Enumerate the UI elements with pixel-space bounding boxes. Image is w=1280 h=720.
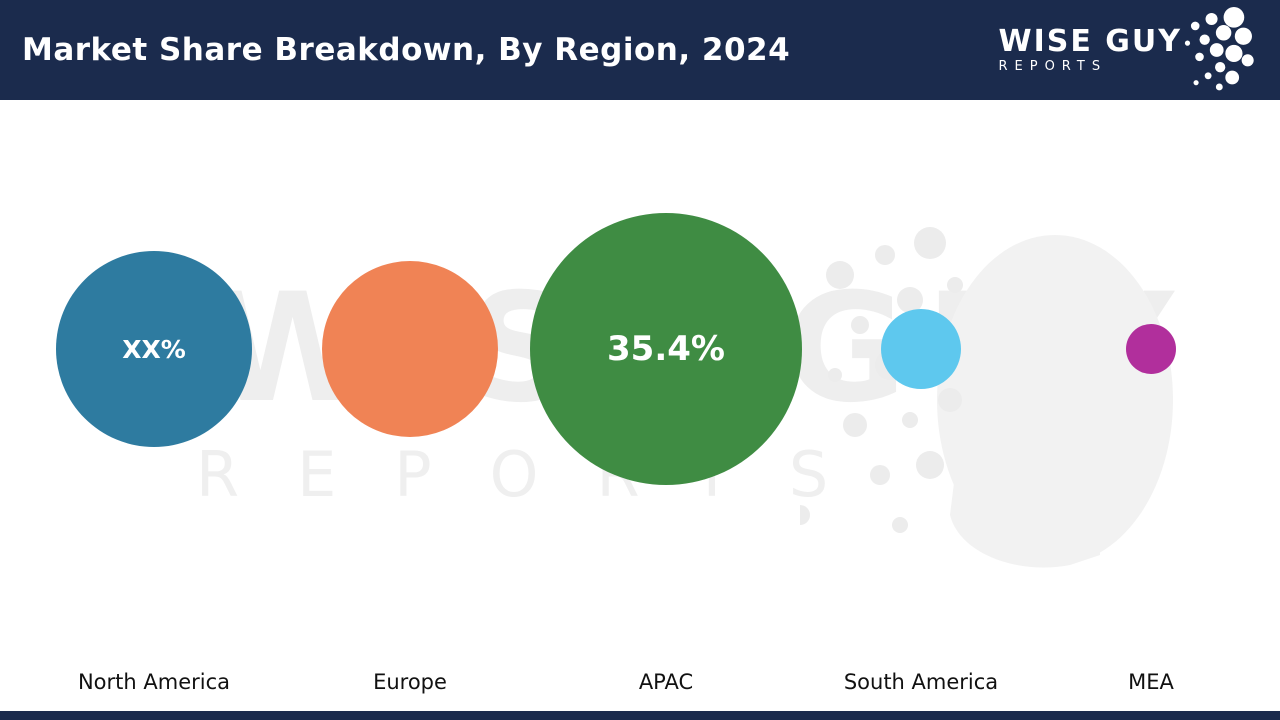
category-label-north-america: North America [77, 670, 231, 694]
bubble-mea [1126, 324, 1176, 374]
logo-text: WISE GUY REPORTS [998, 26, 1182, 75]
footer-bar [0, 711, 1280, 720]
bubble-value-label-north-america: XX% [122, 334, 186, 364]
bubble-apac: 35.4% [530, 213, 802, 485]
logo-wordmark: WISE GUY [998, 23, 1182, 59]
page-title: Market Share Breakdown, By Region, 2024 [22, 32, 791, 68]
bubble-value-label-apac: 35.4% [607, 329, 725, 369]
logo-subtitle: REPORTS [998, 59, 1108, 75]
logo: WISE GUY REPORTS [998, 7, 1258, 93]
dotted-head-logo-icon [1184, 7, 1254, 91]
bubble-south-america [881, 309, 961, 389]
header: Market Share Breakdown, By Region, 2024 … [0, 0, 1280, 100]
category-label-mea: MEA [1128, 670, 1174, 694]
category-label-south-america: South America [843, 670, 999, 694]
bubble-europe [322, 261, 498, 437]
category-label-apac: APAC [638, 670, 694, 694]
bubble-north-america: XX% [56, 251, 252, 447]
category-label-europe: Europe [373, 670, 447, 694]
